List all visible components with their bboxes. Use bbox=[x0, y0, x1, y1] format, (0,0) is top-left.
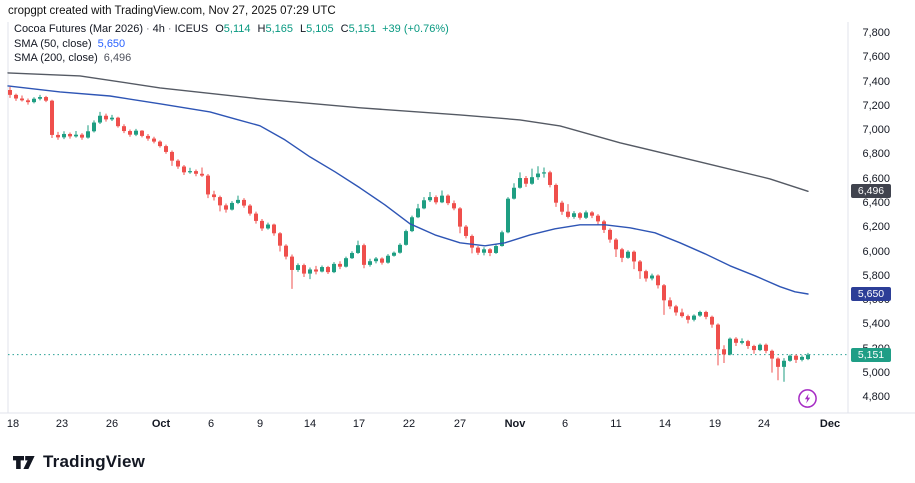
sma50-value: 5,650 bbox=[97, 37, 126, 50]
sma200-value: 6,496 bbox=[103, 52, 132, 64]
sma200-label: SMA (200, close) bbox=[14, 52, 98, 64]
time-axis-label: 14 bbox=[658, 418, 672, 430]
time-axis-label: 18 bbox=[6, 418, 20, 430]
candlestick-series bbox=[8, 86, 810, 382]
time-axis-label: 24 bbox=[757, 418, 771, 430]
close-label: C bbox=[340, 23, 349, 35]
time-axis-label: 17 bbox=[352, 418, 366, 430]
price-axis-label: 7,400 bbox=[862, 75, 890, 88]
price-axis-label: 6,200 bbox=[862, 221, 890, 234]
separator: · bbox=[146, 23, 150, 35]
symbol-title: Cocoa Futures (Mar 2026) bbox=[14, 23, 143, 35]
time-axis-label: 11 bbox=[610, 418, 622, 430]
sma-200-line bbox=[7, 72, 809, 193]
price-axis-label: 6,000 bbox=[862, 245, 890, 258]
price-axis-label: 7,000 bbox=[862, 124, 890, 137]
time-axis-label: Dec bbox=[819, 418, 841, 430]
price-axis-label: 6,400 bbox=[862, 196, 890, 209]
time-axis-label: 26 bbox=[105, 418, 119, 430]
close-value: 5,151 bbox=[348, 23, 377, 35]
time-axis-label: 6 bbox=[207, 418, 215, 430]
high-label: H bbox=[257, 23, 266, 35]
separator: · bbox=[167, 23, 172, 35]
sma-50-line bbox=[7, 85, 809, 295]
price-axis-label: 6,600 bbox=[862, 172, 890, 185]
sma50-label: SMA (50, close) bbox=[14, 37, 92, 50]
price-axis-label: 5,400 bbox=[862, 318, 890, 331]
time-axis-label: Oct bbox=[151, 418, 171, 430]
sma50-legend-row[interactable]: SMA (50, close) 5,650 bbox=[14, 37, 449, 52]
lightning-icon bbox=[798, 389, 817, 408]
flash-action-button[interactable] bbox=[797, 388, 818, 409]
price-axis-label: 6,800 bbox=[862, 148, 890, 161]
open-value: 5,114 bbox=[223, 23, 251, 35]
symbol-legend-row[interactable]: Cocoa Futures (Mar 2026) · 4h · ICEUS O5,114 H… bbox=[14, 22, 449, 37]
time-axis-label: 27 bbox=[453, 418, 467, 430]
low-value: 5,105 bbox=[306, 23, 334, 35]
chart-legend: Cocoa Futures (Mar 2026) · 4h · ICEUS O5,114 H… bbox=[14, 22, 449, 66]
open-label: O bbox=[215, 23, 224, 35]
change-value: +39 (+0.76%) bbox=[382, 23, 449, 35]
time-axis-label: 9 bbox=[256, 418, 264, 430]
price-badge: 6,496 bbox=[851, 184, 891, 199]
price-axis-label: 4,800 bbox=[862, 391, 890, 404]
time-axis-label: Nov bbox=[504, 418, 526, 430]
brand-name: TradingView bbox=[43, 452, 146, 471]
attribution-text: cropgpt created with TradingView.com, No… bbox=[8, 5, 336, 17]
chart-canvas[interactable] bbox=[0, 0, 915, 445]
time-axis-label: 19 bbox=[708, 418, 722, 430]
time-axis-label: 22 bbox=[402, 418, 416, 430]
low-label: L bbox=[299, 23, 307, 35]
tradingview-branding[interactable]: TradingView bbox=[12, 452, 145, 472]
tradingview-logo-icon bbox=[13, 455, 35, 469]
sma200-legend-row[interactable]: SMA (200, close) 6,496 bbox=[14, 51, 449, 66]
time-axis-label: 23 bbox=[55, 418, 69, 430]
time-axis-label: 6 bbox=[561, 418, 569, 430]
interval-label: 4h bbox=[152, 23, 165, 35]
time-axis-label: 14 bbox=[303, 418, 317, 430]
price-badge: 5,151 bbox=[851, 347, 891, 362]
high-value: 5,165 bbox=[265, 23, 293, 35]
price-badge: 5,650 bbox=[851, 287, 891, 301]
price-axis-label: 7,800 bbox=[862, 26, 890, 39]
price-axis-label: 5,000 bbox=[862, 366, 890, 379]
price-axis-label: 7,600 bbox=[862, 51, 890, 64]
price-axis-label: 7,200 bbox=[862, 99, 890, 112]
exchange-label: ICEUS bbox=[174, 23, 209, 35]
price-axis-label: 5,800 bbox=[862, 269, 890, 282]
